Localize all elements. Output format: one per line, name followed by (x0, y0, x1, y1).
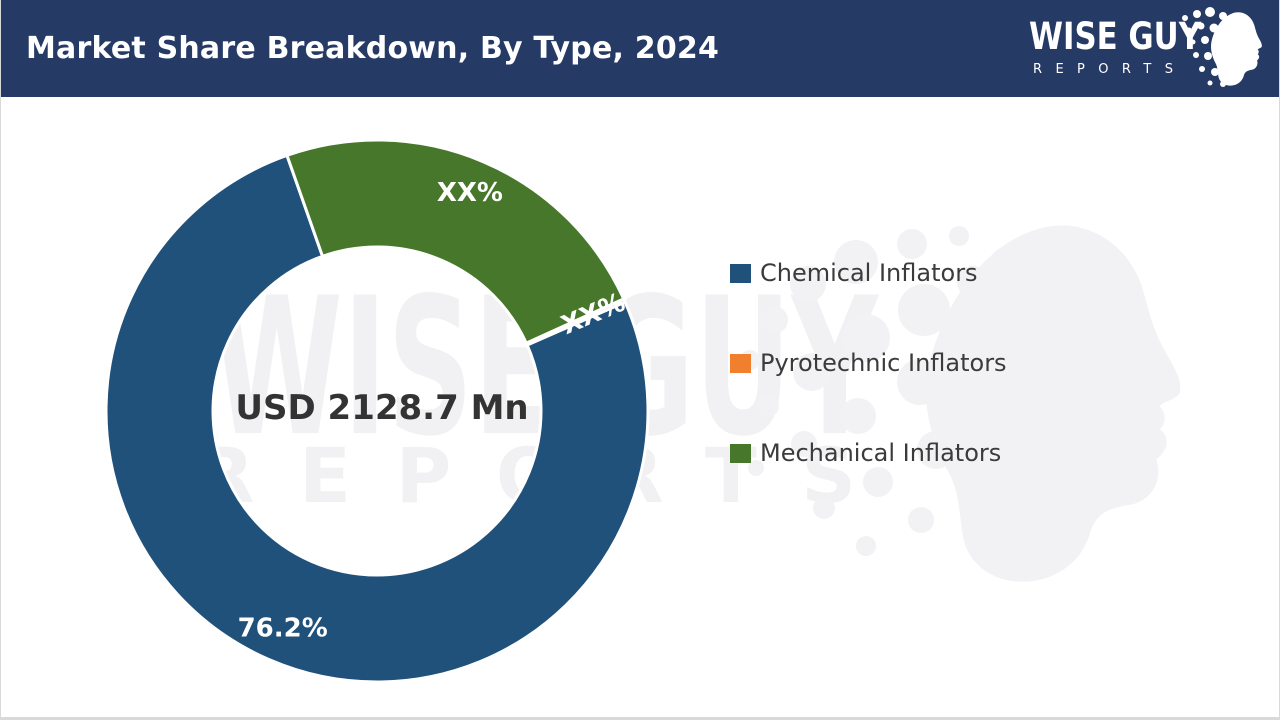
legend-swatch-chemical (730, 263, 751, 283)
legend-label-chemical: Chemical Inflators (760, 259, 978, 287)
legend-item-mechanical[interactable]: Mechanical Inflators (730, 433, 1007, 473)
legend-item-pyrotechnic[interactable]: Pyrotechnic Inflators (730, 343, 1007, 383)
donut-slice-0[interactable] (104, 153, 650, 684)
donut-svg: 76.2%XX%XX% (104, 138, 650, 684)
donut-chart: 76.2% XX% XX% (67, 101, 687, 717)
legend-label-mechanical: Mechanical Inflators (760, 439, 1002, 467)
header-bar: Market Share Breakdown, By Type, 2024 WI… (1, 0, 1279, 97)
donut-center-value: USD 2128.7 Mn (235, 388, 529, 428)
logo-face-icon (1210, 11, 1262, 86)
legend-label-pyrotechnic: Pyrotechnic Inflators (760, 349, 1007, 377)
legend-item-chemical[interactable]: Chemical Inflators (730, 253, 1007, 293)
logo-wordmark: WISE GUY (1029, 15, 1202, 58)
logo-subtitle: REPORTS (1033, 62, 1183, 77)
wise-guy-logo-graphic: WISE GUY REPORTS (1029, 6, 1262, 87)
page-title: Market Share Breakdown, By Type, 2024 (26, 31, 720, 66)
legend-swatch-mechanical (730, 443, 751, 463)
slice-percentage-label-0: 76.2% (238, 613, 328, 643)
donut-slice-2[interactable] (285, 138, 626, 345)
chart-legend: Chemical Inflators Pyrotechnic Inflators… (730, 253, 1007, 523)
legend-swatch-pyrotechnic (730, 353, 751, 373)
wise-guy-logo: WISE GUY REPORTS (1027, 6, 1265, 92)
slice-percentage-label-2: XX% (437, 178, 503, 208)
